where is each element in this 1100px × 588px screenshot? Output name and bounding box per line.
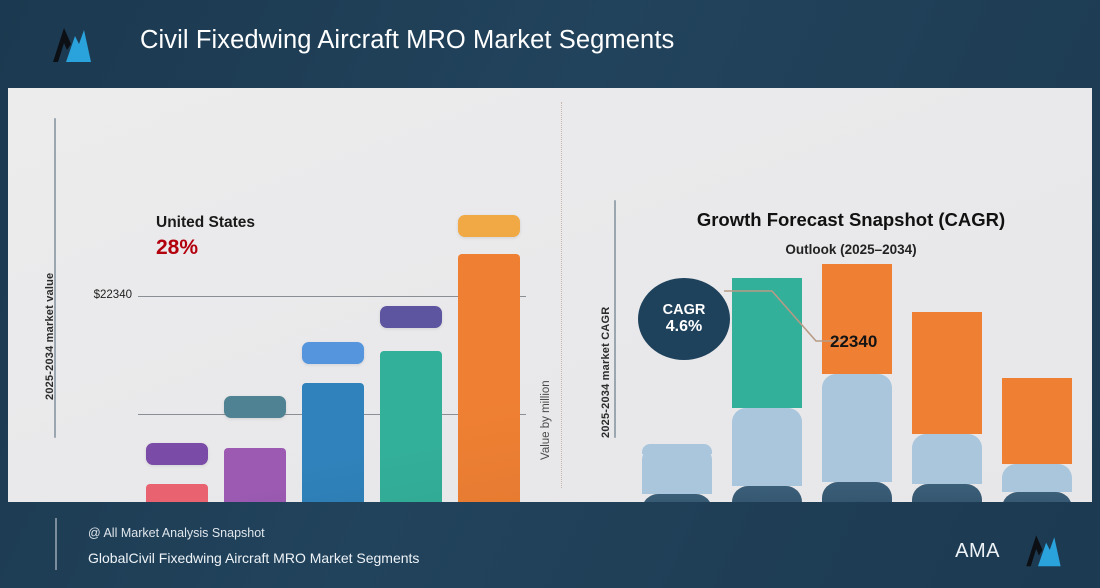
left-bar-cap [224,395,286,418]
right-bar-segment-top [912,312,982,434]
right-bar-segment-middle [912,434,982,484]
right-bar-segment-base [1002,492,1072,502]
page-footer [0,502,1100,588]
right-bar-top-cap [642,444,712,454]
left-bar [458,253,520,502]
page-header: Civil Fixedwing Aircraft MRO Market Segm… [0,0,1100,88]
charts-card: 2025-2034 market value United States 28%… [8,88,1092,502]
cagr-bubble-label: CAGR [662,301,706,318]
y-tick-top: $22340 [93,289,132,301]
region-label: United States [156,214,256,231]
left-bar [380,350,442,502]
right-bar-segment-top [1002,378,1072,464]
value-callout: 22340 [830,332,878,351]
right-bar-segment-middle [642,446,712,494]
right-stacked-bar [732,278,802,502]
right-axis-spine [614,200,616,438]
left-bar-cap [458,215,520,238]
left-bar [302,383,364,502]
panel-divider [561,102,562,488]
footer-subtitle: GlobalCivil Fixedwing Aircraft MRO Marke… [88,550,420,566]
gridline-upper [138,296,526,297]
left-y-axis-title: 2025-2034 market value [44,272,56,400]
left-bar-cap [380,305,442,328]
right-bar-top-cap [1002,378,1072,388]
right-bar-segment-base [642,494,712,502]
footer-brand: AMA [955,530,1066,573]
value-unit-label: Value by million [540,380,552,460]
right-bar-segment-middle [1002,464,1072,492]
right-stacked-bar [1002,378,1072,502]
left-chart-panel: 2025-2034 market value United States 28%… [8,88,558,502]
right-bar-top-cap [732,278,802,288]
right-bar-segment-top [822,264,892,374]
cagr-bubble-value: 4.6% [665,318,703,336]
cagr-bubble: CAGR 4.6% [638,278,730,360]
right-stacked-bar [822,264,892,502]
right-bar-segment-middle [822,374,892,482]
right-stacked-bar [642,444,712,502]
right-bar-top-cap [912,312,982,322]
right-stacked-bar [912,312,982,502]
ama-mountain-logo-icon [40,22,92,64]
left-bar [224,448,286,502]
right-bar-segment-base [732,486,802,502]
right-bar-top-cap [822,264,892,274]
left-bar-cap [146,442,208,465]
cagr-connector-line [724,290,844,342]
left-bar-cap [302,341,364,364]
right-chart-title: Growth Forecast Snapshot (CAGR) [696,209,1006,230]
right-bar-segment-base [822,482,892,502]
footer-brand-text: AMA [955,540,1000,562]
ama-mountain-logo-icon [1010,530,1066,573]
right-bar-segment-top [732,278,802,408]
region-percent: 28% [156,236,199,259]
right-bar-segment-base [912,484,982,502]
footer-divider [55,518,57,570]
page-title: Civil Fixedwing Aircraft MRO Market Segm… [140,26,675,54]
right-bar-segment-middle [732,408,802,486]
right-chart-subtitle: Outlook (2025–2034) [785,242,917,257]
right-stacked-bars-plot [632,248,1082,502]
left-bar [146,484,208,502]
footer-credit: @ All Market Analysis Snapshot [88,526,265,540]
left-axis-spine [54,118,56,438]
left-bars-plot [138,208,528,502]
